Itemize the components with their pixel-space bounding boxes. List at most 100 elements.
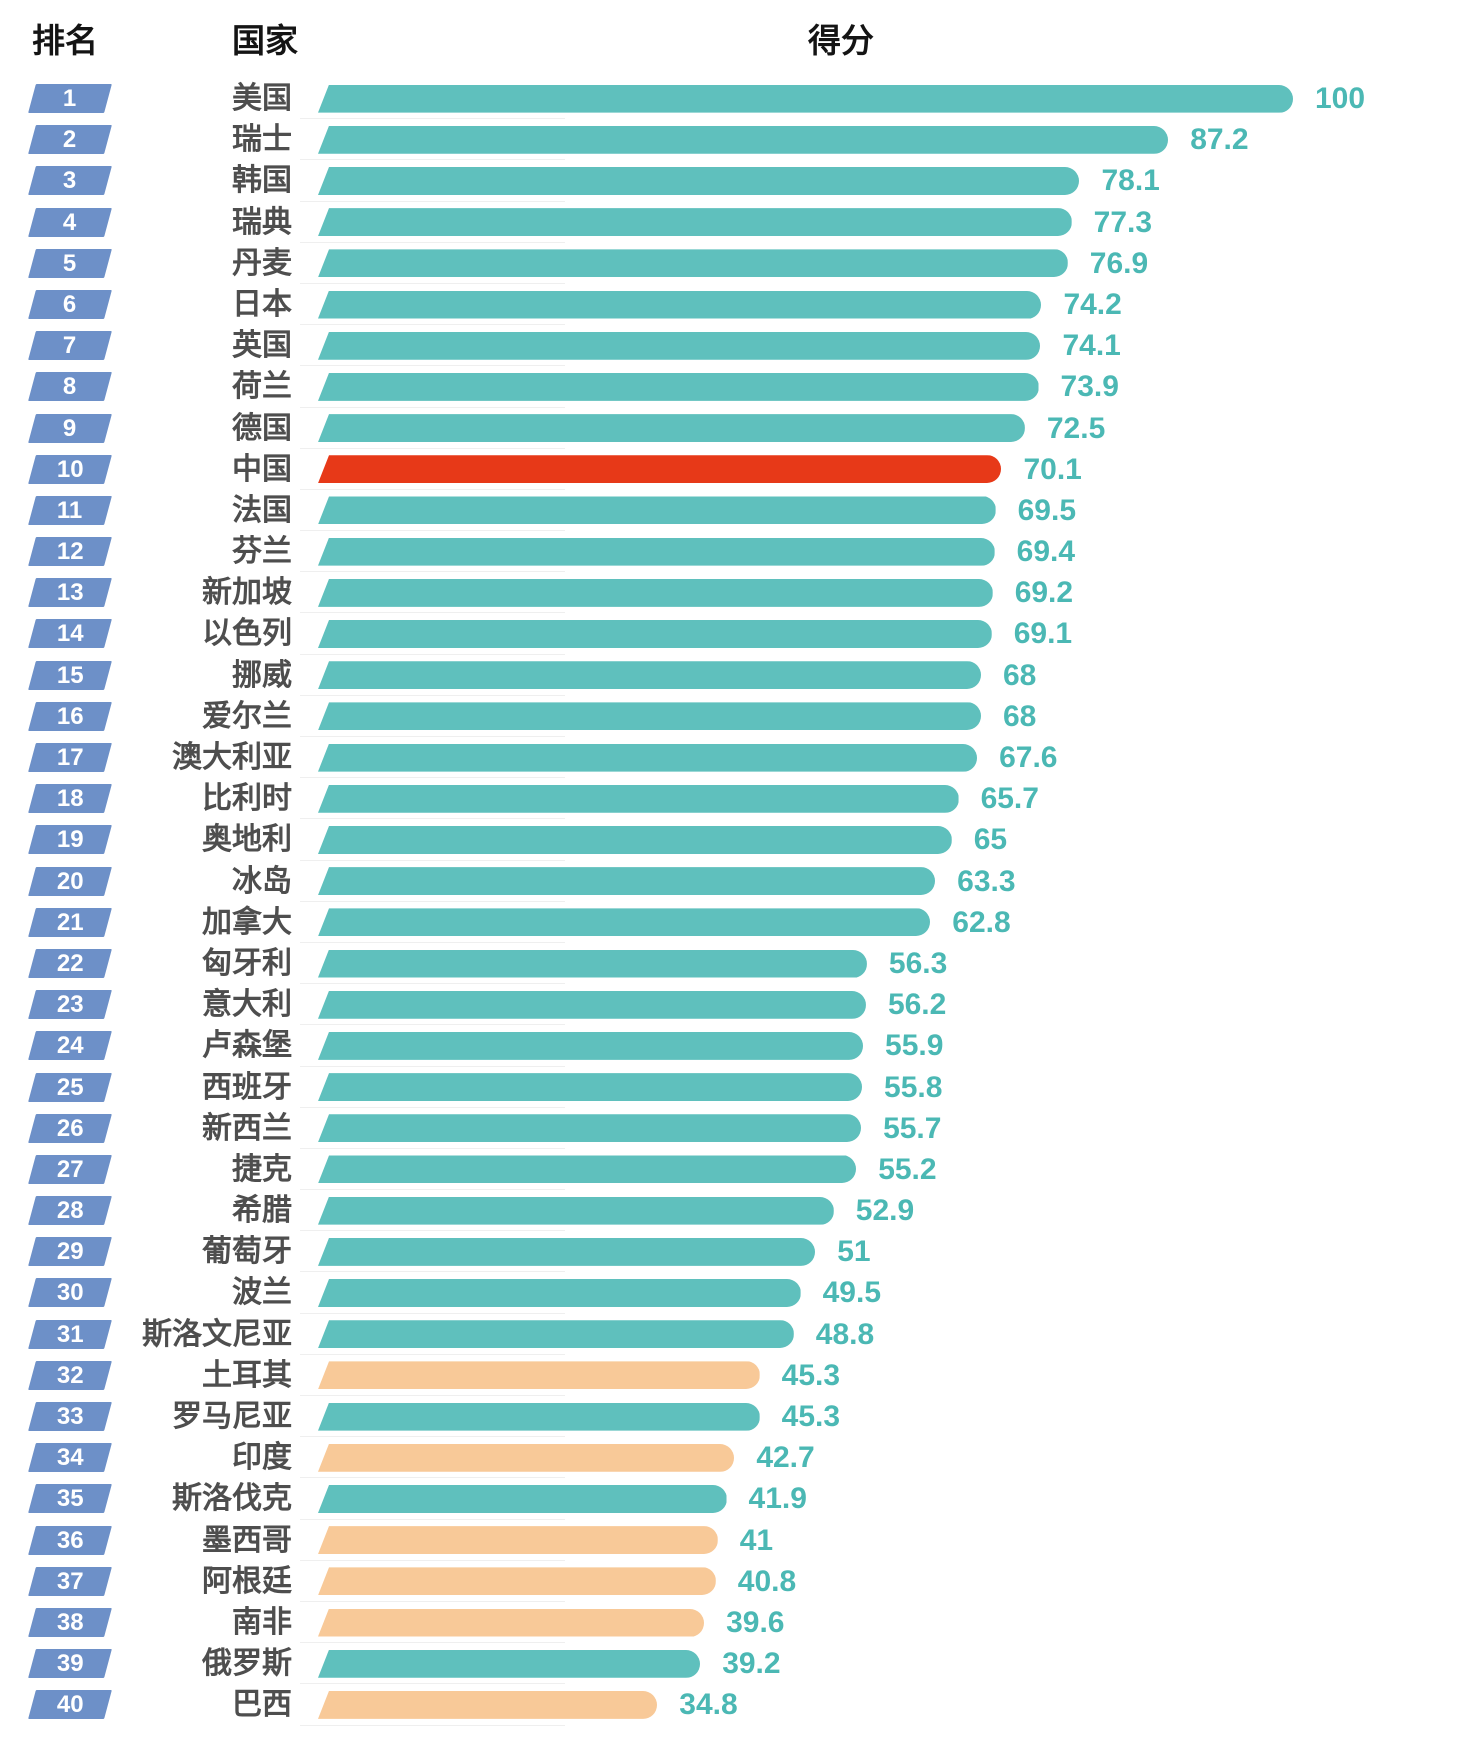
table-row: 1 美国 100: [0, 78, 1457, 120]
score-bar: [318, 1526, 718, 1555]
score-value: 74.1: [1062, 329, 1121, 363]
score-value: 56.3: [888, 946, 948, 980]
score-bar: [318, 1402, 760, 1431]
score-bar: [318, 867, 936, 896]
country-label: 法国: [232, 493, 292, 527]
score-bar: [318, 1608, 705, 1637]
score-value: 67.6: [999, 741, 1058, 774]
table-row: 4 瑞典 77.3: [0, 202, 1457, 243]
score-bar: [318, 743, 978, 772]
table-row: 14 以色列 69.1: [0, 613, 1457, 655]
table-row: 20 冰岛 63.3: [0, 861, 1457, 902]
country-label: 英国: [232, 329, 292, 363]
score-value: 73.9: [1060, 370, 1119, 404]
country-label: 中国: [232, 452, 292, 486]
score-value: 70.1: [1023, 452, 1082, 486]
country-label: 挪威: [232, 658, 292, 692]
column-header-country: 国家: [232, 22, 298, 59]
country-label: 美国: [232, 82, 292, 115]
country-label: 匈牙利: [202, 946, 292, 980]
score-bar: [318, 1114, 862, 1143]
score-value: 48.8: [815, 1317, 875, 1351]
table-row: 39 俄罗斯 39.2: [0, 1643, 1457, 1685]
country-label: 丹麦: [232, 246, 292, 280]
country-label: 阿根廷: [202, 1564, 292, 1598]
score-bar: [318, 1073, 863, 1102]
score-value: 68: [1003, 699, 1037, 733]
table-row: 28 希腊 52.9: [0, 1190, 1457, 1232]
score-value: 76.9: [1089, 246, 1149, 280]
column-header-score: 得分: [808, 22, 874, 59]
country-label: 日本: [232, 287, 292, 321]
table-row: 19 奥地利 65: [0, 819, 1457, 861]
score-bar: [318, 990, 866, 1019]
score-bar: [318, 1320, 794, 1349]
score-bar: [318, 331, 1041, 360]
score-bar: [318, 908, 931, 937]
score-bar: [318, 1649, 701, 1678]
country-label: 土耳其: [202, 1358, 292, 1392]
score-bar: [318, 537, 995, 566]
country-label: 葡萄牙: [202, 1235, 292, 1269]
score-value: 55.8: [884, 1070, 943, 1104]
country-label: 印度: [232, 1441, 292, 1475]
country-label: 芬兰: [232, 535, 292, 569]
table-row: 17 澳大利亚 67.6: [0, 737, 1457, 779]
country-label: 爱尔兰: [202, 699, 292, 733]
score-bar: [318, 1484, 727, 1513]
table-row: 35 斯洛伐克 41.9: [0, 1478, 1457, 1520]
score-value: 77.3: [1093, 205, 1153, 239]
table-row: 2 瑞士 87.2: [0, 119, 1457, 161]
score-value: 45.3: [781, 1358, 841, 1392]
country-label: 墨西哥: [202, 1523, 292, 1557]
score-bar: [318, 1031, 864, 1060]
table-row: 34 印度 42.7: [0, 1437, 1457, 1479]
country-label: 荷兰: [232, 370, 292, 404]
score-value: 49.5: [822, 1276, 882, 1310]
country-label: 瑞士: [232, 123, 292, 157]
table-row: 9 德国 72.5: [0, 408, 1457, 449]
score-value: 65.7: [980, 782, 1039, 816]
table-row: 30 波兰 49.5: [0, 1272, 1457, 1314]
score-bar: [318, 1567, 716, 1596]
table-row: 8 荷兰 73.9: [0, 366, 1457, 408]
score-value: 39.6: [726, 1605, 785, 1639]
table-row: 40 巴西 34.8: [0, 1684, 1457, 1726]
score-value: 63.3: [957, 864, 1016, 898]
table-row: 32 土耳其 45.3: [0, 1355, 1457, 1397]
country-label: 西班牙: [202, 1070, 292, 1104]
score-value: 51: [837, 1235, 871, 1269]
score-bar: [318, 578, 993, 607]
country-label: 捷克: [232, 1152, 292, 1186]
score-value: 55.9: [885, 1029, 944, 1063]
score-bar: [318, 1155, 857, 1184]
score-value: 69.5: [1017, 493, 1077, 527]
score-bar: [318, 496, 996, 525]
score-bar: [318, 949, 867, 978]
score-bar: [318, 702, 981, 731]
score-bar: [318, 661, 981, 690]
table-row: 16 爱尔兰 68: [0, 696, 1457, 738]
table-row: 27 捷克 55.2: [0, 1149, 1457, 1191]
score-value: 78.1: [1101, 164, 1160, 198]
table-row: 31 斯洛文尼亚 48.8: [0, 1314, 1457, 1356]
table-row: 37 阿根廷 40.8: [0, 1561, 1457, 1603]
score-value: 62.8: [952, 905, 1011, 939]
column-header-rank: 排名: [32, 22, 98, 59]
score-value: 72.5: [1046, 411, 1106, 445]
table-row: 36 墨西哥 41: [0, 1520, 1457, 1561]
country-label: 巴西: [232, 1688, 292, 1722]
table-row: 3 韩国 78.1: [0, 160, 1457, 202]
table-row: 12 芬兰 69.4: [0, 531, 1457, 573]
chart-rows: 1 美国 100 2 瑞士 87.2 3 韩国 78.1 4 瑞典 77.3 5…: [0, 78, 1457, 1726]
country-label: 意大利: [202, 988, 292, 1022]
table-row: 11 法国 69.5: [0, 490, 1457, 532]
score-value: 56.2: [887, 988, 947, 1022]
country-label: 卢森堡: [202, 1029, 292, 1063]
country-label: 波兰: [232, 1276, 292, 1310]
score-bar: [318, 1279, 801, 1308]
score-value: 40.8: [737, 1564, 797, 1598]
table-row: 33 罗马尼亚 45.3: [0, 1396, 1457, 1438]
table-row: 21 加拿大 62.8: [0, 902, 1457, 944]
